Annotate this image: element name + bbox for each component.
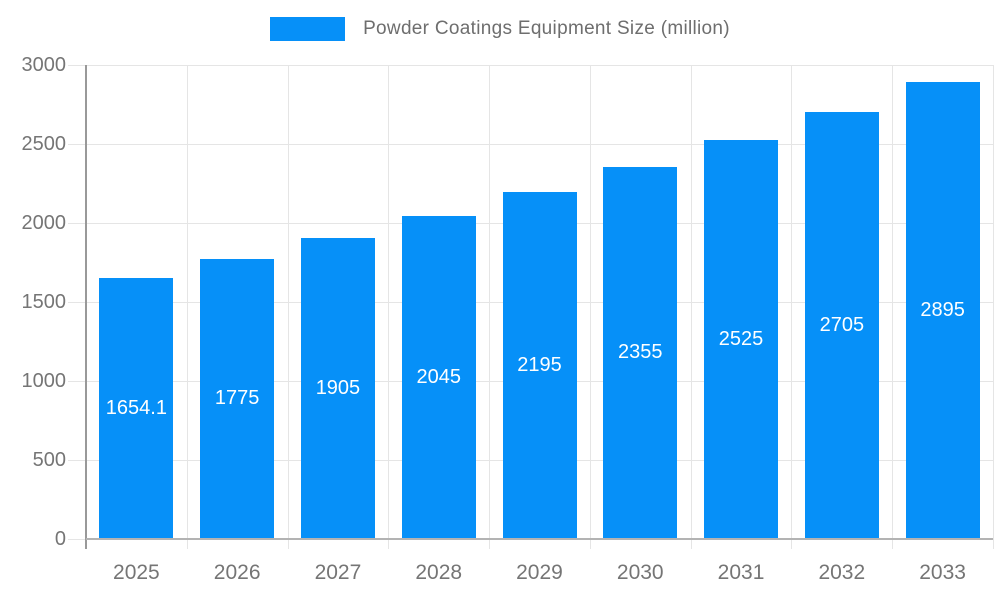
legend[interactable]: Powder Coatings Equipment Size (million) <box>0 17 1000 41</box>
plot-area: 1654.1 1775 1905 2045 2195 2355 2525 2705 2895 <box>68 65 994 549</box>
bar-value-label: 2355 <box>618 341 663 364</box>
bar-2032[interactable]: 2705 <box>804 111 879 539</box>
bar-2027[interactable]: 1905 <box>300 238 375 539</box>
bar-2025[interactable]: 1654.1 <box>99 277 174 539</box>
legend-label: Powder Coatings Equipment Size (million) <box>363 18 730 39</box>
grid-line-horizontal <box>68 144 993 145</box>
x-tick-label: 2028 <box>415 561 463 584</box>
bar-value-label: 2195 <box>517 354 562 377</box>
x-tick-label: 2030 <box>616 561 664 584</box>
bar-value-label: 2525 <box>718 328 764 351</box>
grid-line-vertical <box>388 65 390 549</box>
bar-2029[interactable]: 2195 <box>502 192 577 539</box>
bar-2031[interactable]: 2525 <box>704 140 779 539</box>
y-tick-label: 500 <box>32 449 66 471</box>
bar-2026[interactable]: 1775 <box>200 258 275 539</box>
bar-value-label: 2895 <box>920 298 965 321</box>
bar-value-label: 2045 <box>416 365 461 388</box>
grid-line-vertical <box>993 65 994 549</box>
y-tick-label: 1500 <box>21 291 67 313</box>
bar-2030[interactable]: 2355 <box>603 166 678 539</box>
bar-2033[interactable]: 2895 <box>905 81 980 539</box>
x-tick-label: 2027 <box>314 561 362 584</box>
x-axis-line <box>86 538 993 540</box>
bar-value-label: 2705 <box>819 313 865 336</box>
x-tick-label: 2033 <box>919 561 966 584</box>
bar-value-label: 1905 <box>315 377 361 399</box>
y-tick-label: 2500 <box>21 133 67 155</box>
x-tick-label: 2026 <box>213 561 261 584</box>
y-tick-label: 1000 <box>21 370 67 392</box>
y-tick-label: 3000 <box>21 54 67 76</box>
grid-line-vertical <box>489 65 491 549</box>
grid-line-vertical <box>589 65 591 549</box>
grid-line-vertical <box>892 65 894 549</box>
y-tick-label: 0 <box>54 528 66 550</box>
x-tick-label: 2025 <box>113 561 160 584</box>
y-axis-line <box>85 65 87 549</box>
x-tick-label: 2032 <box>818 561 866 584</box>
x-axis-labels: 2025 2026 2027 2028 2029 2030 2031 2032 2033 <box>86 552 993 586</box>
legend-swatch-icon <box>270 17 346 41</box>
bar-value-label: 1775 <box>214 387 260 410</box>
y-tick-label: 2000 <box>21 212 67 234</box>
bar-value-label: 1654.1 <box>105 396 167 419</box>
bar-2028[interactable]: 2045 <box>401 215 476 539</box>
x-tick-label: 2031 <box>717 561 765 584</box>
grid-line-horizontal <box>68 65 993 66</box>
grid-line-vertical <box>791 65 793 549</box>
x-tick-label: 2029 <box>516 561 563 584</box>
grid-line-vertical <box>287 65 289 549</box>
grid-line-vertical <box>186 65 188 549</box>
grid-line-vertical <box>690 65 692 549</box>
y-axis-labels: 0 500 1000 1500 2000 2500 3000 <box>0 54 67 550</box>
